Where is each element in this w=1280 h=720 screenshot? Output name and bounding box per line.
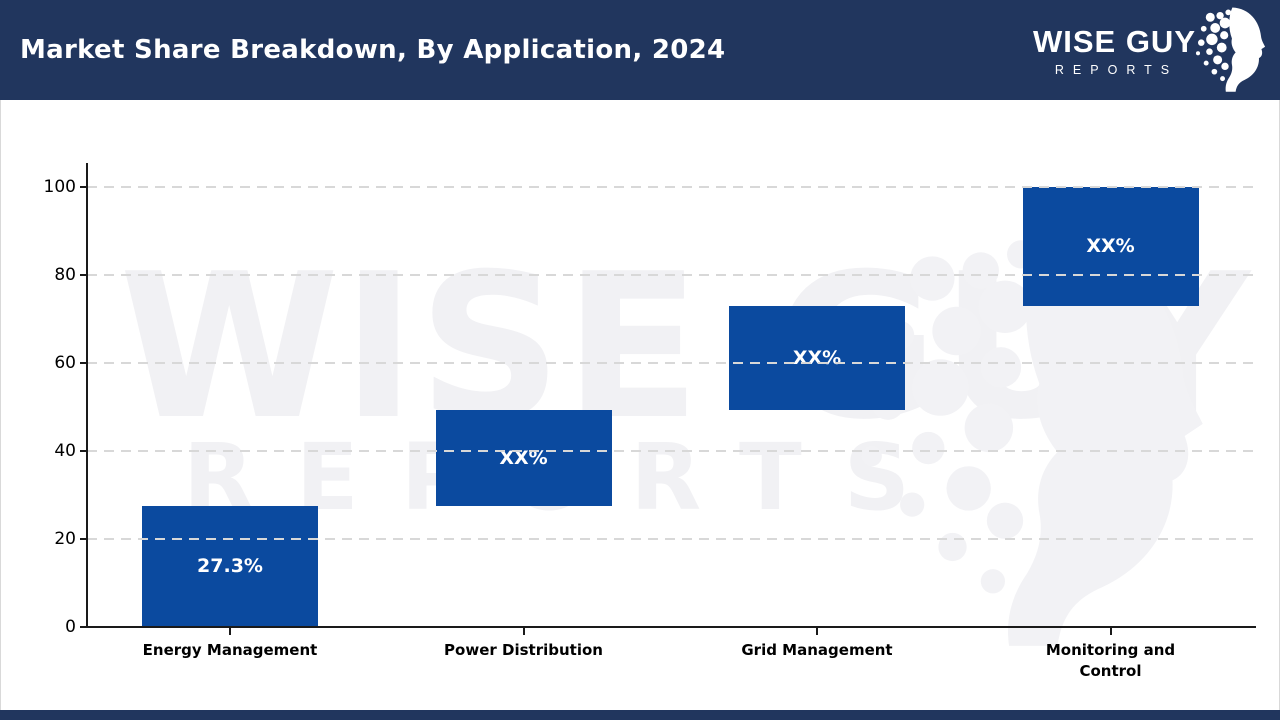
bar-power-distribution [435,410,612,507]
y-tick-label: 20 [54,528,76,549]
gridline [87,361,1256,364]
x-axis-line [86,626,1256,628]
y-axis-line [86,163,88,628]
bar-value-label: XX% [499,447,548,470]
y-tick-mark [80,361,87,364]
y-tick-mark [80,273,87,276]
y-tick-label: 0 [65,616,76,637]
y-tick-mark [80,625,87,628]
x-category-label: Grid Management [741,641,893,659]
gridline [87,185,1256,188]
x-category-label: Energy Management [142,641,318,659]
x-category-label: Power Distribution [444,641,603,659]
y-tick-mark [80,449,87,452]
brand-logo: WISE GUY REPORTS [1033,4,1268,96]
wiseguy-head-icon [1195,7,1266,92]
x-tick-mark [816,628,818,635]
bar-value-label: 27.3% [197,555,263,578]
y-tick-mark [80,537,87,540]
bar-value-label: XX% [792,347,842,370]
brand-subname: REPORTS [1054,62,1179,77]
gridline [87,273,1256,276]
brand-name: WISE GUY [1032,23,1196,59]
x-tick-mark [1109,628,1112,635]
y-tick-label: 100 [43,176,76,197]
header-bar: Market Share Breakdown, By Application, … [0,0,1280,100]
footer-bar [0,710,1280,720]
bar-grid-management [729,306,905,410]
gridline [87,449,1256,452]
brand-wordmark: WISE GUY REPORTS [1033,24,1196,77]
bar-energy-management [142,506,318,627]
y-tick-mark [80,185,87,188]
y-tick-label: 40 [54,440,76,461]
gridline [87,537,1256,540]
x-tick-mark [229,628,231,635]
x-tick-mark [522,628,525,635]
x-category-label: Monitoring and Control [1045,641,1176,680]
bar-value-label: XX% [1086,235,1135,258]
page-title: Market Share Breakdown, By Application, … [20,35,726,65]
bar-monitoring-and-control [1022,186,1199,307]
y-tick-label: 80 [54,264,76,285]
y-tick-label: 60 [54,352,76,373]
